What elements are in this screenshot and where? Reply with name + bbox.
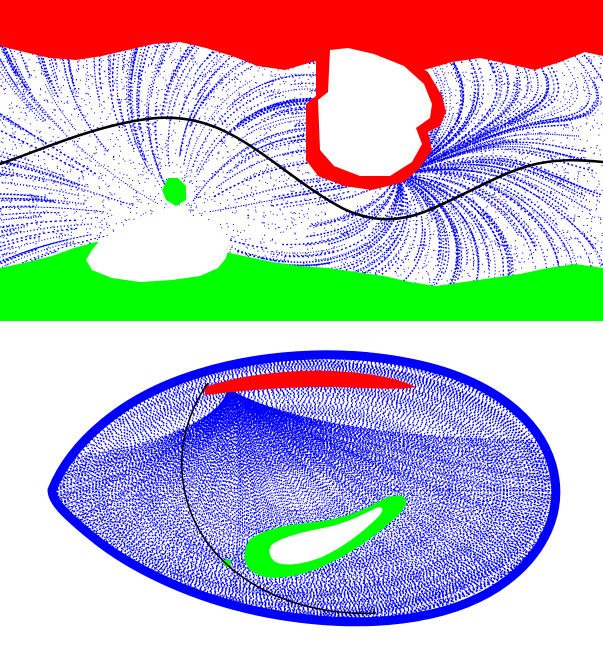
red-region-top-band bbox=[0, 0, 603, 74]
red-region-oblique-limb bbox=[205, 370, 416, 395]
white-region-oblique bbox=[269, 507, 383, 565]
oblique-projection-canvas bbox=[0, 325, 603, 645]
black-contour-curve-rect bbox=[0, 116, 603, 221]
panel-oblique-projection: The same field mapped onto an obliquely … bbox=[0, 325, 603, 645]
white-region-lower-void bbox=[86, 206, 230, 282]
green-speck-oblique bbox=[223, 559, 231, 567]
green-spike-marker bbox=[162, 178, 186, 206]
white-region-upper-void bbox=[318, 48, 432, 176]
blue-rim-outline bbox=[47, 350, 561, 627]
black-contour-curve-oblique bbox=[181, 382, 377, 615]
blue-streamline-stipple-oblique bbox=[52, 354, 556, 622]
panel-rectangular-projection: Dense blue streamline stipple filling a … bbox=[0, 0, 603, 321]
rectangular-projection-canvas bbox=[0, 0, 603, 321]
